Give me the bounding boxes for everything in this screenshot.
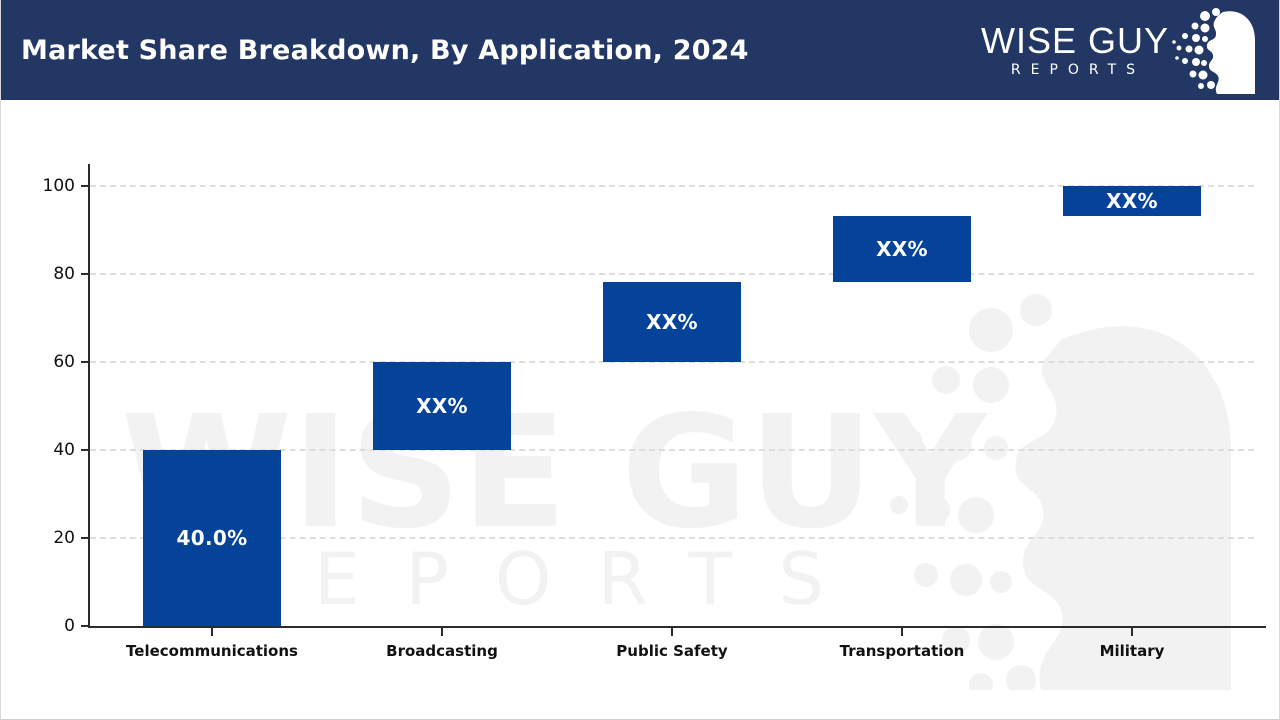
x-tick-label-transportation: Transportation [839,642,965,660]
bar-transportation: XX% [833,216,971,283]
bar-value-label: XX% [416,393,468,418]
y-tick-mark-100 [81,184,89,187]
y-tick-label-80: 80 [53,263,75,284]
page-title: Market Share Breakdown, By Application, … [21,34,749,66]
logo-subtitle: REPORTS [1010,62,1146,78]
x-tick-label-broadcasting: Broadcasting [386,642,498,660]
header: Market Share Breakdown, By Application, … [1,0,1279,100]
bar-value-label: 40.0% [176,525,248,550]
bar-telecommunications: 40.0% [143,449,281,626]
x-tick-mark [441,628,443,636]
y-tick-mark-40 [81,448,89,451]
gridline-40 [90,448,1254,451]
y-tick-label-0: 0 [64,616,75,636]
x-tick-mark [671,628,673,636]
y-tick-label-60: 60 [53,351,75,372]
x-axis-line [88,626,1266,628]
bar-broadcasting: XX% [373,361,511,450]
bar-value-label: XX% [646,310,698,335]
brand-logo-text: WISE GUY REPORTS [980,20,1169,78]
bar-value-label: XX% [1106,188,1158,213]
logo-wordmark: WISE GUY [980,20,1169,61]
bar-value-label: XX% [876,237,928,262]
chart-area: WISE GUY REPORTS 40.0% XX% XX% XX% XX% 0 20 40… [1,100,1279,719]
y-tick-mark-20 [81,536,89,539]
y-tick-label-100: 100 [42,175,75,196]
y-axis-line [88,163,90,626]
bar-military: XX% [1063,185,1201,217]
y-tick-mark-80 [81,272,89,275]
x-tick-label-military: Military [1099,642,1165,660]
x-tick-mark [901,628,903,636]
y-tick-label-20: 20 [53,527,75,548]
y-tick-mark-60 [81,360,89,363]
watermark-head-icon [890,294,1231,690]
gridline-20 [90,536,1254,539]
x-tick-mark [211,628,213,636]
x-tick-mark [1131,628,1133,636]
y-tick-mark-0 [81,625,89,627]
x-tick-label-public-safety: Public Safety [616,642,728,660]
gridline-60 [90,360,1254,363]
brand-logo: WISE GUY REPORTS [981,6,1257,94]
y-tick-label-40: 40 [53,439,75,460]
bar-public-safety: XX% [603,282,741,362]
gridline-80 [90,272,1254,275]
logo-head-icon [1172,8,1255,94]
x-tick-label-telecommunications: Telecommunications [126,642,298,660]
gridline-100 [90,184,1254,187]
